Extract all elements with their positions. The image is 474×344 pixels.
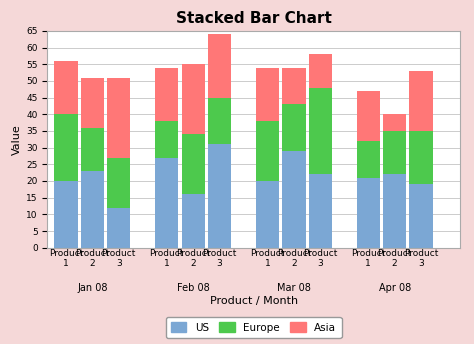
Bar [81, 171, 104, 248]
Bar [208, 144, 231, 248]
Bar [107, 158, 130, 208]
Bar [208, 34, 231, 98]
Bar [182, 194, 205, 248]
Bar [357, 178, 380, 248]
Bar [309, 54, 332, 88]
Text: Jan 08: Jan 08 [77, 283, 108, 293]
Y-axis label: Value: Value [12, 124, 22, 155]
Bar [155, 121, 178, 158]
Bar [283, 151, 306, 248]
Text: Feb 08: Feb 08 [177, 283, 210, 293]
Bar [383, 131, 406, 174]
Bar [182, 134, 205, 194]
X-axis label: Product / Month: Product / Month [210, 295, 298, 305]
Bar [155, 158, 178, 248]
Bar [107, 208, 130, 248]
Bar [55, 61, 78, 114]
Bar [208, 98, 231, 144]
Bar [357, 91, 380, 141]
Text: Apr 08: Apr 08 [379, 283, 411, 293]
Bar [81, 78, 104, 128]
Title: Stacked Bar Chart: Stacked Bar Chart [176, 11, 331, 25]
Bar [410, 71, 433, 131]
Bar [357, 141, 380, 178]
Bar [182, 64, 205, 134]
Bar [410, 184, 433, 248]
Bar [410, 131, 433, 184]
Bar [283, 104, 306, 151]
Bar [256, 121, 279, 181]
Legend: US, Europe, Asia: US, Europe, Asia [165, 317, 342, 338]
Bar [256, 181, 279, 248]
Bar [383, 114, 406, 131]
Bar [309, 174, 332, 248]
Bar [383, 174, 406, 248]
Bar [256, 68, 279, 121]
Bar [283, 68, 306, 104]
Bar [55, 114, 78, 181]
Bar [81, 128, 104, 171]
Text: Mar 08: Mar 08 [277, 283, 311, 293]
Bar [107, 78, 130, 158]
Bar [155, 68, 178, 121]
Bar [309, 88, 332, 174]
Bar [55, 181, 78, 248]
